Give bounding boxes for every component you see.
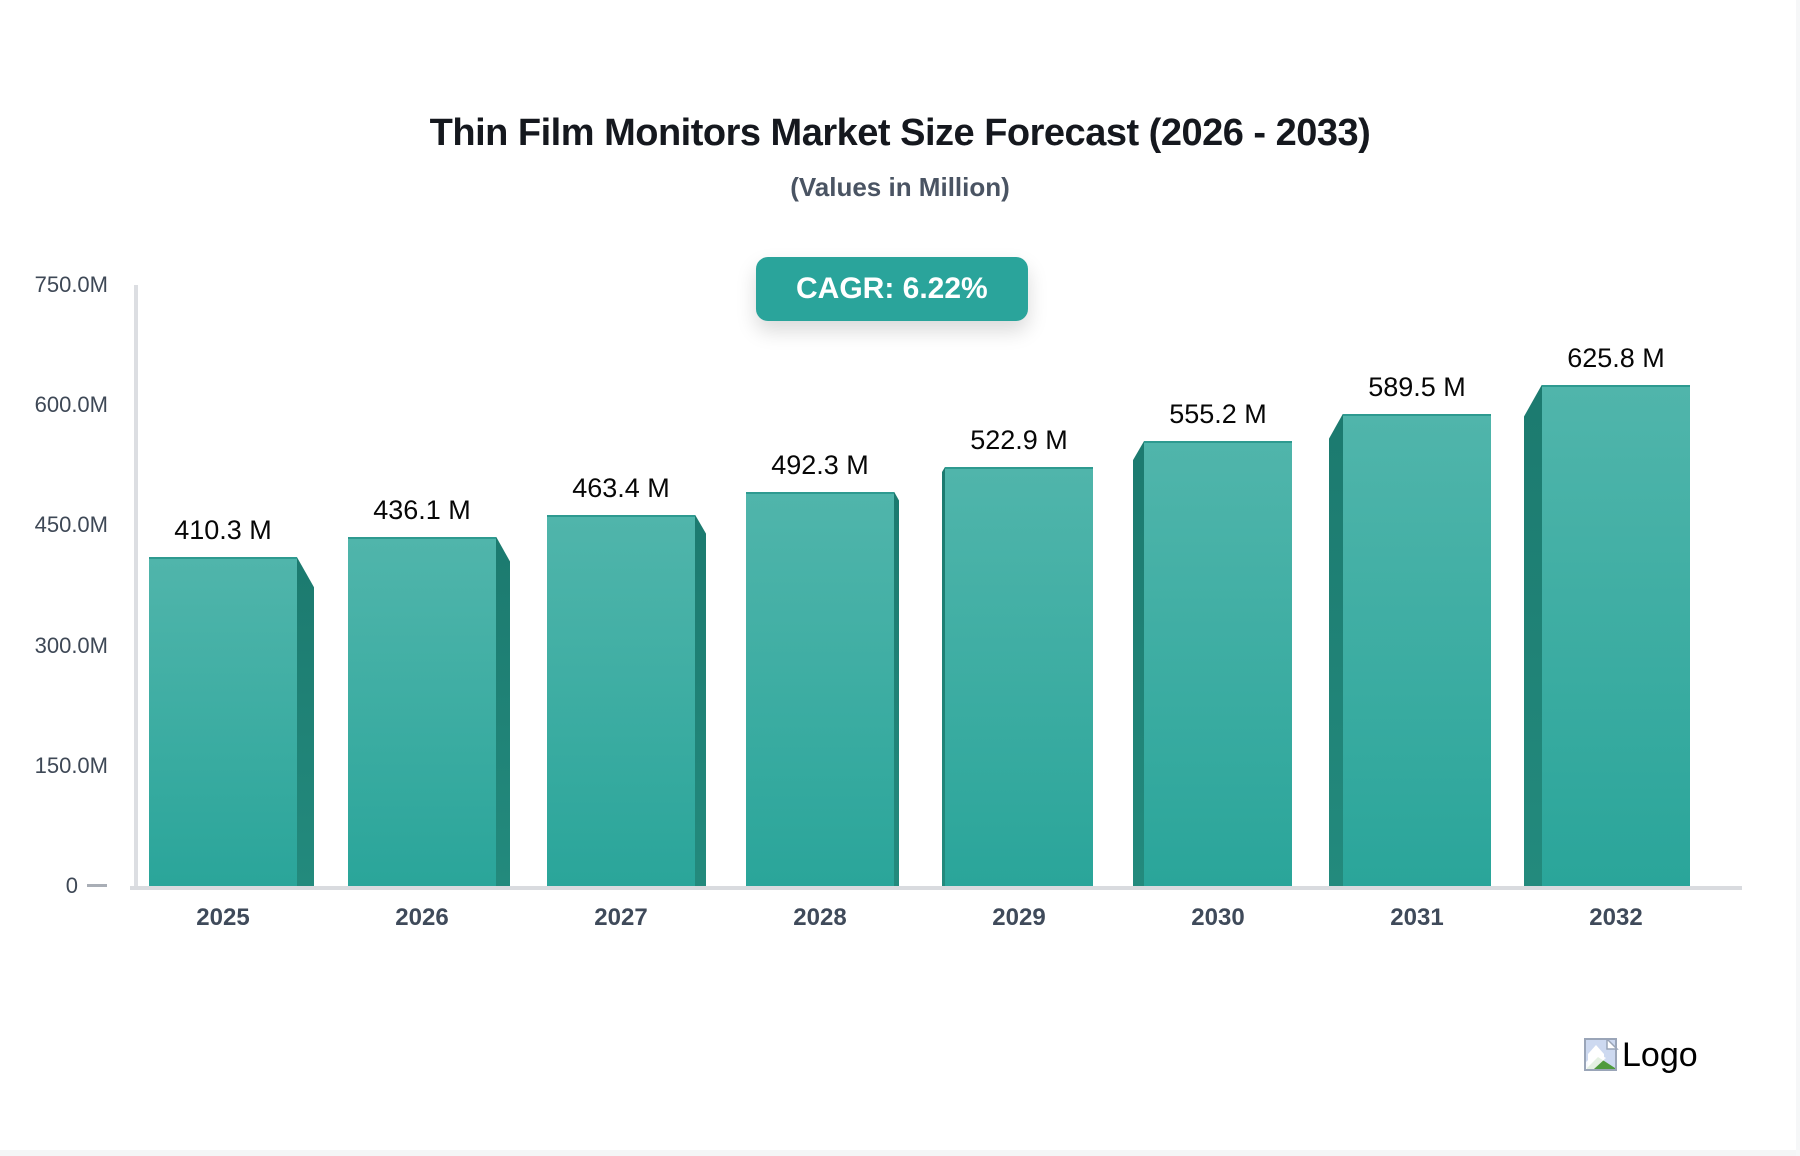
bar[interactable]	[1542, 384, 1690, 886]
x-axis-label: 2030	[1191, 904, 1245, 931]
bar[interactable]	[149, 557, 297, 886]
bar[interactable]	[1144, 441, 1292, 886]
page-edge-right	[1796, 0, 1800, 1156]
y-axis-line	[134, 285, 138, 886]
zero-tick-mark	[87, 884, 107, 887]
bar-3d-side	[894, 491, 899, 886]
bar-value-label: 555.2 M	[1169, 399, 1267, 430]
bar-3d-side	[942, 466, 945, 886]
bar-value-label: 436.1 M	[373, 494, 471, 525]
x-axis-label: 2027	[594, 904, 648, 931]
x-axis-line	[130, 886, 1742, 890]
y-axis-tick-label: 450.0M	[34, 512, 108, 538]
bar-value-label: 463.4 M	[572, 472, 670, 503]
bar[interactable]	[348, 536, 496, 886]
bar[interactable]	[746, 491, 894, 886]
bar-value-label: 589.5 M	[1368, 371, 1466, 402]
bar-value-label: 492.3 M	[771, 449, 869, 480]
x-axis-label: 2032	[1589, 904, 1643, 931]
y-axis-tick-label: 150.0M	[34, 752, 108, 778]
page-edge-bottom	[0, 1150, 1800, 1156]
y-axis-tick-label: 600.0M	[34, 392, 108, 418]
x-axis-label: 2026	[395, 904, 449, 931]
logo-text: Logo	[1622, 1036, 1698, 1074]
bar-value-label: 410.3 M	[174, 515, 272, 546]
bar[interactable]	[547, 514, 695, 886]
y-axis-tick-label: 750.0M	[34, 272, 108, 297]
logo: Logo	[1584, 1038, 1698, 1072]
broken-image-icon	[1584, 1038, 1619, 1071]
bar-3d-side	[695, 514, 706, 886]
chart-subtitle: (Values in Million)	[790, 172, 1010, 202]
y-axis-tick-label: 300.0M	[34, 632, 108, 658]
y-axis-tick-label: 0	[65, 873, 78, 898]
bar-value-label: 522.9 M	[970, 424, 1068, 455]
bar[interactable]	[1343, 413, 1491, 886]
x-axis-label: 2031	[1390, 904, 1444, 931]
x-axis-label: 2025	[196, 904, 250, 931]
bar-3d-side	[1329, 413, 1343, 886]
bar-3d-side	[496, 536, 510, 886]
bar-3d-side	[297, 557, 314, 886]
chart-title: Thin Film Monitors Market Size Forecast …	[429, 112, 1371, 154]
bar-3d-side	[1524, 384, 1542, 886]
bar-value-label: 625.8 M	[1567, 342, 1665, 373]
bar[interactable]	[945, 466, 1093, 886]
x-axis-label: 2028	[793, 904, 847, 931]
x-axis-label: 2029	[992, 904, 1046, 931]
cagr-badge: CAGR: 6.22%	[755, 257, 1028, 321]
bar-3d-side	[1133, 441, 1144, 886]
